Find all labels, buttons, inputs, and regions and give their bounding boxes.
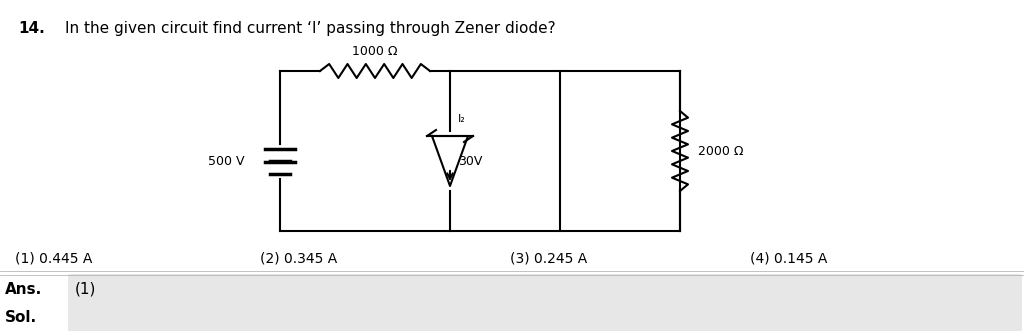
Text: 2000 Ω: 2000 Ω: [698, 145, 743, 158]
Text: Sol.: Sol.: [5, 310, 37, 325]
FancyBboxPatch shape: [68, 274, 1022, 331]
Text: Ans.: Ans.: [5, 281, 42, 297]
Text: (4) 0.145 A: (4) 0.145 A: [750, 252, 827, 266]
Text: I₂: I₂: [458, 114, 466, 124]
Text: (3) 0.245 A: (3) 0.245 A: [510, 252, 587, 266]
Text: (1): (1): [75, 281, 96, 297]
Text: 500 V: 500 V: [209, 155, 245, 167]
Text: 1000 Ω: 1000 Ω: [352, 45, 397, 58]
Text: 14.: 14.: [18, 21, 45, 36]
Text: (1) 0.445 A: (1) 0.445 A: [15, 252, 92, 266]
Text: (2) 0.345 A: (2) 0.345 A: [260, 252, 337, 266]
Text: 30V: 30V: [458, 155, 482, 167]
Text: In the given circuit find current ‘I’ passing through Zener diode?: In the given circuit find current ‘I’ pa…: [65, 21, 556, 36]
